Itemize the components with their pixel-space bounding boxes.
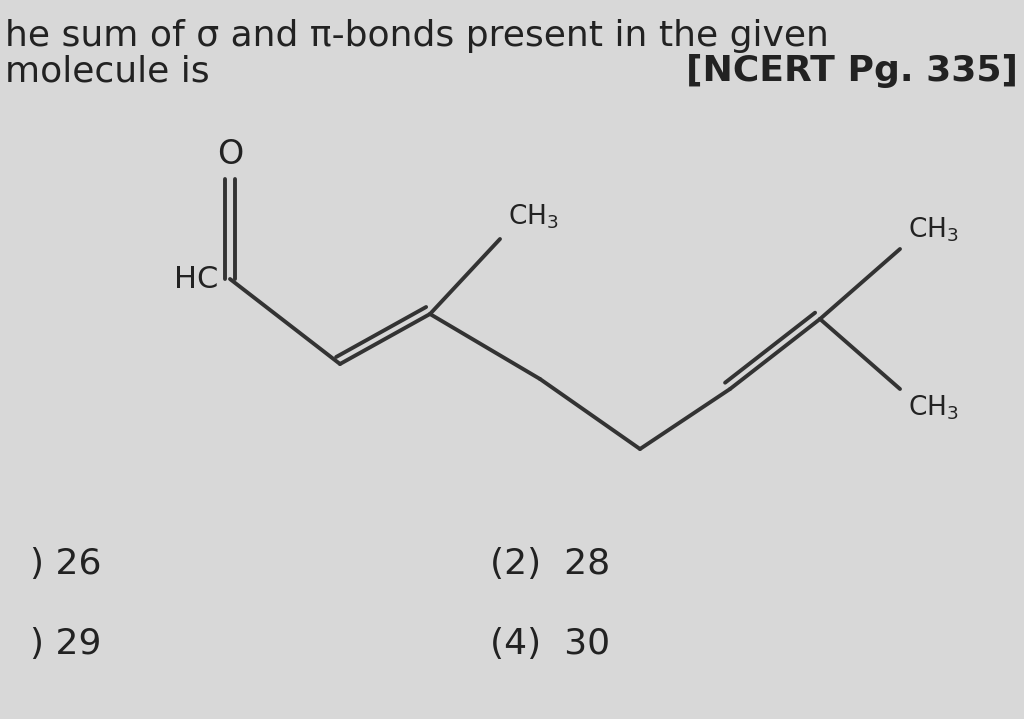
Text: HC: HC xyxy=(174,265,218,293)
Text: (4)  30: (4) 30 xyxy=(490,627,610,661)
Text: ) 29: ) 29 xyxy=(30,627,101,661)
Text: he sum of σ and π-bonds present in the given: he sum of σ and π-bonds present in the g… xyxy=(5,19,828,53)
Text: ) 26: ) 26 xyxy=(30,547,101,581)
Text: CH$_3$: CH$_3$ xyxy=(908,394,958,423)
Text: molecule is: molecule is xyxy=(5,54,210,88)
Text: O: O xyxy=(217,138,243,171)
Text: CH$_3$: CH$_3$ xyxy=(508,203,559,231)
Text: [NCERT Pg. 335]: [NCERT Pg. 335] xyxy=(686,54,1018,88)
Text: CH$_3$: CH$_3$ xyxy=(908,216,958,244)
Text: (2)  28: (2) 28 xyxy=(490,547,610,581)
